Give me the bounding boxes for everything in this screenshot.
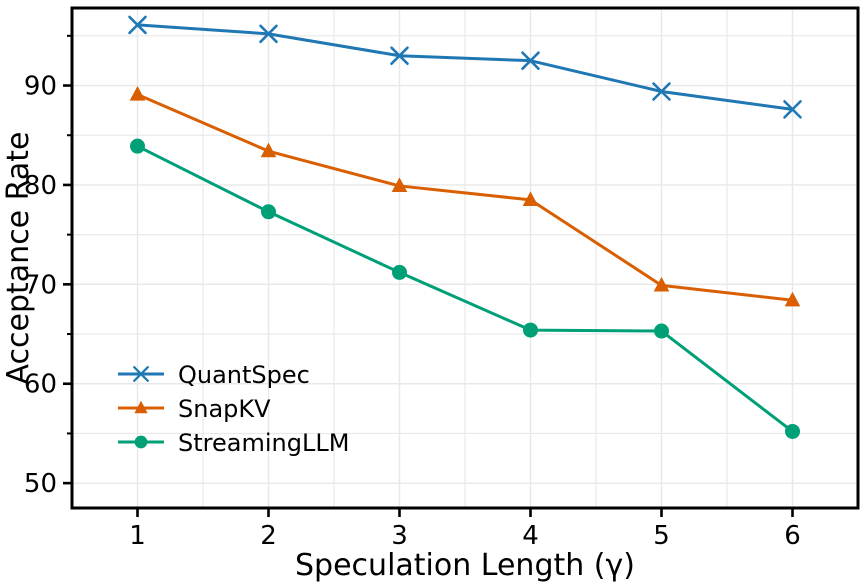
series-line [136,144,794,433]
y-axis-ticks [63,34,72,485]
legend-item-streamingllm[interactable]: StreamingLLM [118,429,349,457]
data-point-marker [652,82,671,101]
x-tick-label: 2 [260,521,277,551]
y-axis-tick-labels: 50 60 70 80 90 [24,72,57,500]
data-point-marker [522,191,539,206]
data-point-marker [391,177,408,193]
series-streamingllm [130,138,800,439]
series-line [136,92,794,302]
plot-frame [70,6,860,510]
legend-item-snapkv[interactable]: SnapKV [118,395,271,423]
series-quantspec [128,15,802,119]
legend-label: SnapKV [178,395,271,423]
data-point-marker [259,24,278,44]
x-axis-tick-labels: 1 2 3 4 5 6 [129,521,801,551]
x-tick-label: 4 [522,521,539,551]
x-tick-label: 5 [653,521,670,551]
y-tick-label: 60 [24,370,57,400]
data-point-marker [129,85,146,101]
data-point-marker [523,322,538,338]
data-series-layer [128,15,802,439]
y-tick-label: 80 [24,171,57,201]
y-tick-label: 50 [24,469,57,499]
data-point-marker [784,291,801,307]
data-point-marker [130,138,145,154]
grid-lines-minor [72,8,858,508]
data-point-marker [128,15,147,35]
x-tick-label: 3 [391,521,408,551]
x-axis-title: Speculation Length (γ) [295,548,635,583]
legend-label: StreamingLLM [178,429,349,457]
legend-item-quantspec[interactable]: QuantSpec [118,361,310,389]
data-point-marker [783,100,802,119]
data-point-marker [392,264,407,280]
y-tick-label: 90 [24,72,57,102]
y-tick-label: 70 [24,270,57,300]
data-point-marker [653,276,670,292]
x-axis-ticks [136,508,794,517]
data-point-marker [134,435,148,449]
data-point-marker [261,204,276,220]
data-point-marker [654,323,669,339]
series-line [136,23,794,111]
data-point-marker [521,51,540,70]
x-tick-label: 6 [784,521,801,551]
data-point-marker [133,366,149,382]
data-point-marker [785,423,800,439]
x-tick-label: 1 [129,521,146,551]
legend-label: QuantSpec [178,361,310,389]
y-axis-title: Acceptance Rate [1,132,36,385]
chart-legend: QuantSpec SnapKV StreamingLLM [118,361,349,457]
data-point-marker [134,400,148,414]
data-point-marker [260,142,277,158]
data-point-marker [390,46,409,66]
series-snapkv [129,85,801,307]
grid-lines-major [72,8,858,508]
